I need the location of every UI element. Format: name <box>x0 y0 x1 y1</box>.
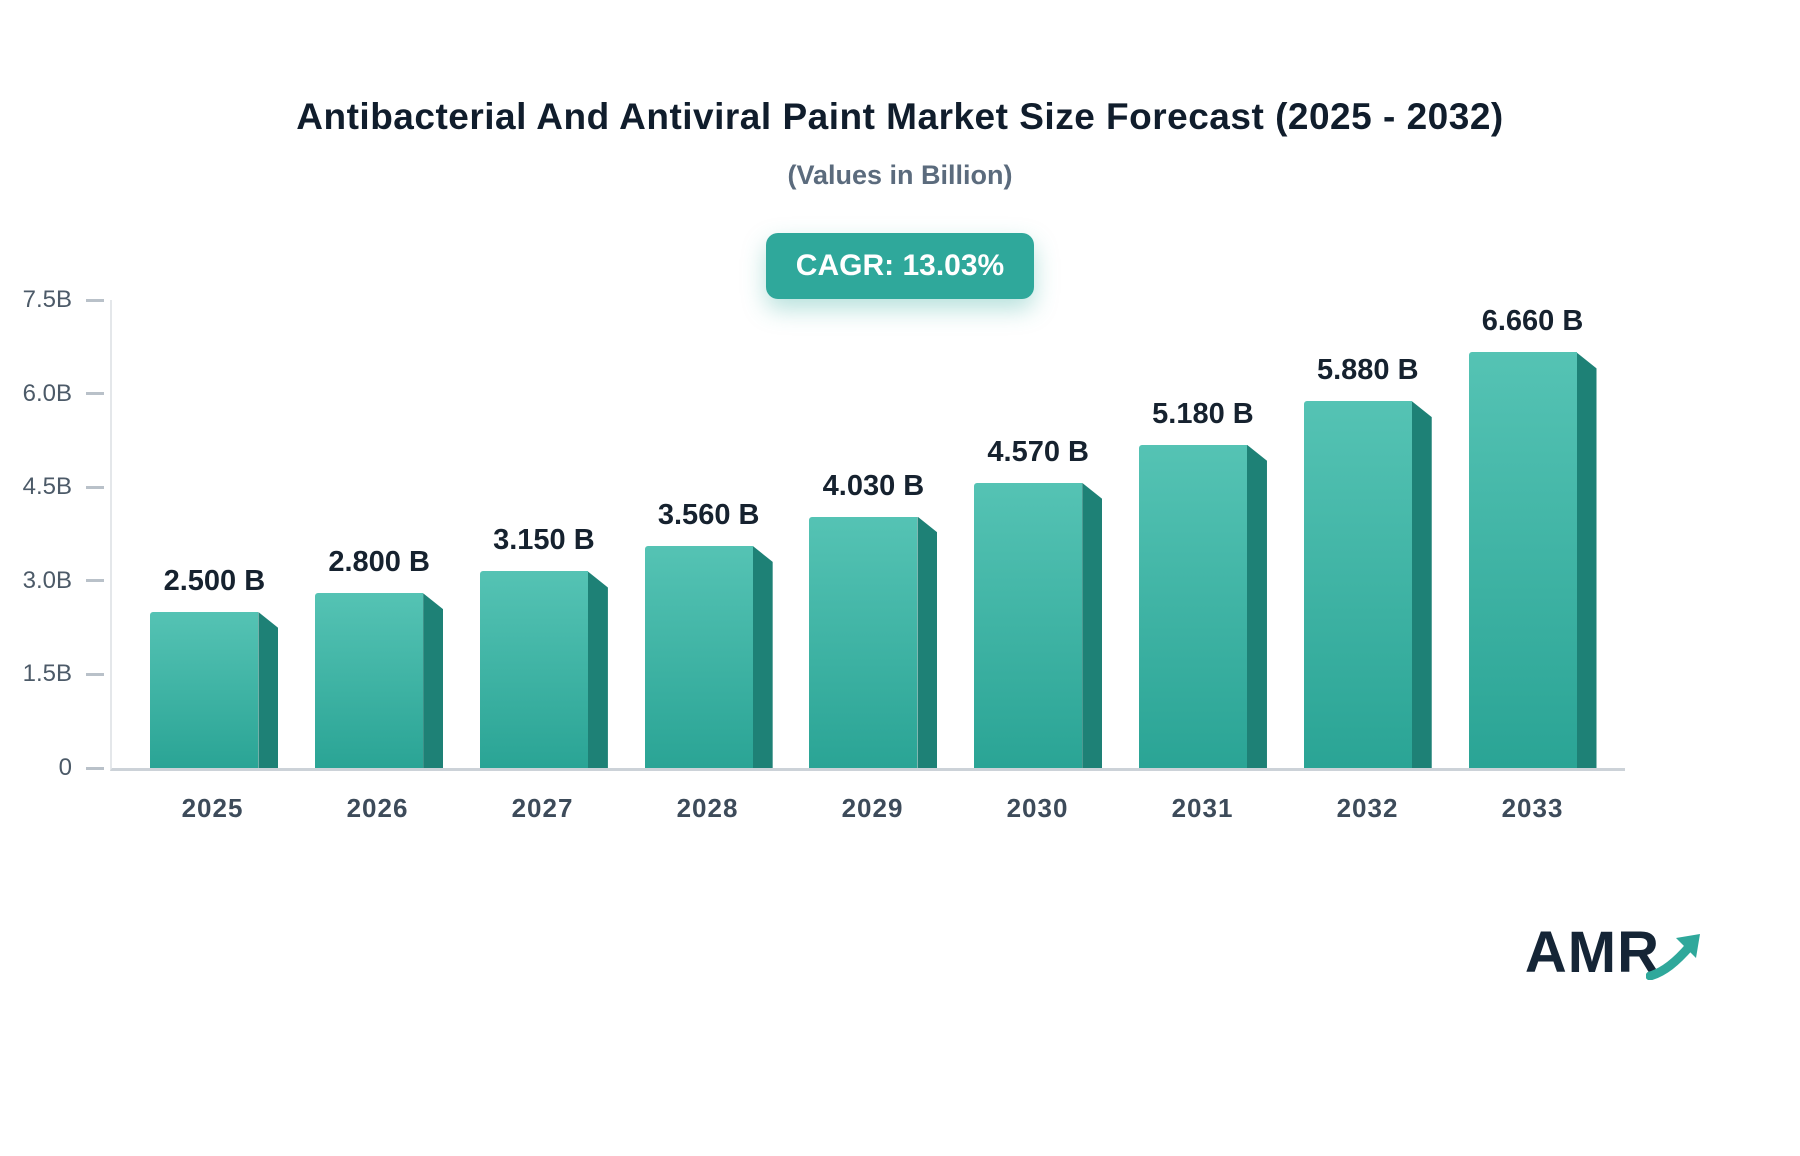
bar-face <box>315 593 424 768</box>
bar-face <box>644 545 753 768</box>
bar <box>1303 401 1432 768</box>
bar-side-face <box>423 593 444 768</box>
cagr-badge: CAGR: 13.03% <box>765 233 1035 299</box>
bar-side-face <box>587 571 608 768</box>
bar <box>150 612 279 768</box>
bar-side-face <box>1246 444 1267 768</box>
bar-value-label: 4.030 B <box>822 469 925 502</box>
bar-value-label: 5.880 B <box>1316 354 1419 387</box>
bar-face <box>1303 401 1412 768</box>
bar <box>315 593 444 768</box>
bar-chart: 2.500 B 2.800 B 3.150 B 3.560 B 4.030 B 4.570… <box>23 286 1625 823</box>
bar-face <box>809 516 918 768</box>
bar-group: 5.880 B <box>1303 300 1432 768</box>
bar-group: 2.500 B <box>150 300 279 768</box>
bar-group: 4.030 B <box>809 300 938 768</box>
y-axis-tick: 1.5B <box>23 660 112 688</box>
x-axis-labels: 2025 2026 2027 2028 2029 2030 2031 2032 2033 <box>130 793 1615 824</box>
bar <box>1138 444 1267 768</box>
bar-side-face <box>1411 401 1432 768</box>
bar-side-face <box>917 516 938 768</box>
y-axis-tick: 6.0B <box>23 380 112 408</box>
chart-title: Antibacterial And Antiviral Paint Market… <box>296 96 1504 137</box>
x-axis-label: 2029 <box>841 793 904 823</box>
bar-value-label: 5.180 B <box>1152 397 1254 430</box>
bar-face <box>479 571 588 768</box>
x-axis-label: 2026 <box>346 793 409 823</box>
y-axis-tick: 3.0B <box>23 567 112 595</box>
x-axis-label: 2028 <box>676 793 739 823</box>
y-axis-tick: 7.5B <box>23 286 112 314</box>
x-axis-label: 2025 <box>181 793 244 823</box>
bar-value-label: 2.500 B <box>163 565 266 598</box>
bar <box>1468 352 1597 768</box>
x-axis-label: 2033 <box>1501 793 1564 823</box>
x-axis-label: 2032 <box>1336 793 1399 823</box>
bar-face <box>150 612 259 768</box>
bar-value-label: 2.800 B <box>328 546 430 579</box>
bar <box>479 571 608 768</box>
bar-group: 2.800 B <box>315 300 444 768</box>
bar-side-face <box>1082 482 1103 768</box>
amr-logo-text: AMR <box>1524 920 1660 985</box>
amr-logo: AMR <box>1525 919 1710 986</box>
y-axis-tick: 4.5B <box>23 473 112 501</box>
bar-group: 6.660 B <box>1468 300 1597 768</box>
bar <box>644 545 773 768</box>
bar-side-face <box>752 545 773 768</box>
bar <box>809 516 938 768</box>
x-axis-label: 2027 <box>511 793 574 823</box>
x-axis-label: 2031 <box>1171 793 1234 823</box>
bar-value-label: 6.660 B <box>1481 305 1584 338</box>
bar-side-face <box>1576 352 1597 768</box>
bar-face <box>1138 444 1247 768</box>
bar-value-label: 4.570 B <box>987 435 1089 468</box>
chart-subtitle: (Values in Billion) <box>787 160 1013 190</box>
bars-container: 2.500 B 2.800 B 3.150 B 3.560 B 4.030 B 4.570… <box>132 300 1615 768</box>
y-axis-tick: 0 <box>59 754 112 782</box>
bar-value-label: 3.150 B <box>493 524 595 557</box>
bar-group: 3.150 B <box>479 300 608 768</box>
plot-area: 2.500 B 2.800 B 3.150 B 3.560 B 4.030 B 4.570… <box>23 286 1625 781</box>
bar-face <box>1468 352 1577 768</box>
bar-value-label: 3.560 B <box>657 498 760 531</box>
bar-group: 5.180 B <box>1138 300 1267 768</box>
bar-group: 3.560 B <box>644 300 773 768</box>
arrow-up-icon <box>1646 933 1700 980</box>
bar-side-face <box>258 612 279 768</box>
bar-group: 4.570 B <box>974 300 1103 768</box>
bar-face <box>974 482 1083 768</box>
x-axis-label: 2030 <box>1006 793 1069 823</box>
bar <box>974 482 1103 768</box>
